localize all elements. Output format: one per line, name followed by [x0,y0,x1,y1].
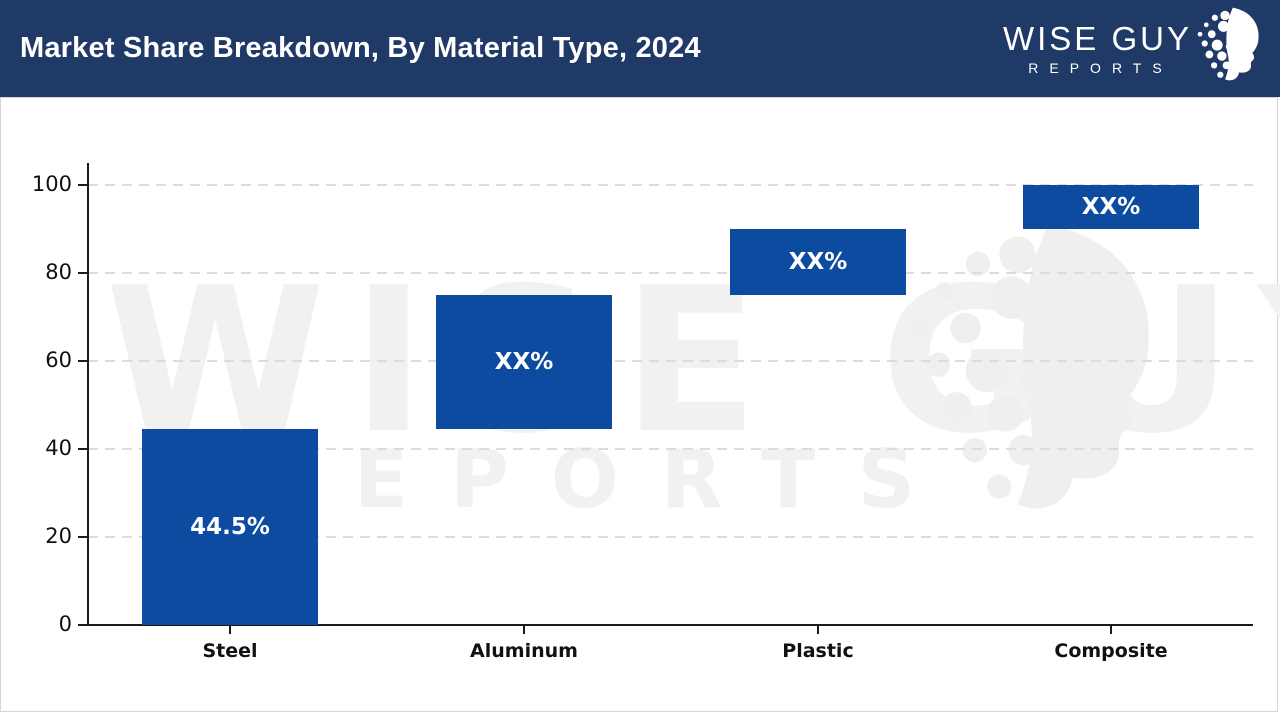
chart-title: Market Share Breakdown, By Material Type… [20,32,701,64]
y-tick-label: 0 [58,612,72,636]
logo-wordmark-block: WISE GUY REPORTS [1003,22,1192,76]
logo-subtitle: REPORTS [1028,59,1173,76]
x-tick-mark [229,625,231,634]
gridline [88,360,1253,362]
header-banner: Market Share Breakdown, By Material Type… [0,0,1280,97]
wiseguy-logo: WISE GUY REPORTS [1003,6,1264,92]
y-axis-spine [87,163,89,625]
bar-plastic: XX% [730,229,906,295]
x-tick-mark [1110,625,1112,634]
y-tick-mark [78,536,87,538]
bar-value-label: 44.5% [190,514,270,541]
bar-steel: 44.5% [142,429,318,625]
y-tick-mark [78,448,87,450]
y-tick-mark [78,360,87,362]
bar-value-label: XX% [1081,194,1141,220]
gridline [88,536,1253,538]
x-tick-mark [817,625,819,634]
gridline [88,184,1253,186]
x-tick-label-steel: Steel [202,640,258,662]
bar-value-label: XX% [494,349,554,376]
y-tick-mark [78,184,87,186]
y-tick-mark [78,272,87,274]
gridline [88,272,1253,274]
y-tick-label: 20 [45,524,72,548]
y-tick-label: 80 [45,260,72,284]
x-tick-mark [523,625,525,634]
gridline [88,448,1253,450]
x-tick-label-aluminum: Aluminum [470,640,578,662]
bar-composite: XX% [1023,185,1199,229]
logo-wordmark: WISE GUY [1002,19,1192,57]
x-axis-spine [87,624,1253,626]
x-tick-label-plastic: Plastic [782,640,854,662]
bar-value-label: XX% [788,249,848,275]
y-tick-mark [78,624,87,626]
bar-aluminum: XX% [436,295,612,430]
dotted-head-profile-icon [1197,7,1259,80]
y-tick-label: 100 [31,172,72,196]
x-tick-label-composite: Composite [1054,640,1168,662]
y-tick-label: 60 [45,348,72,372]
y-tick-label: 40 [45,436,72,460]
